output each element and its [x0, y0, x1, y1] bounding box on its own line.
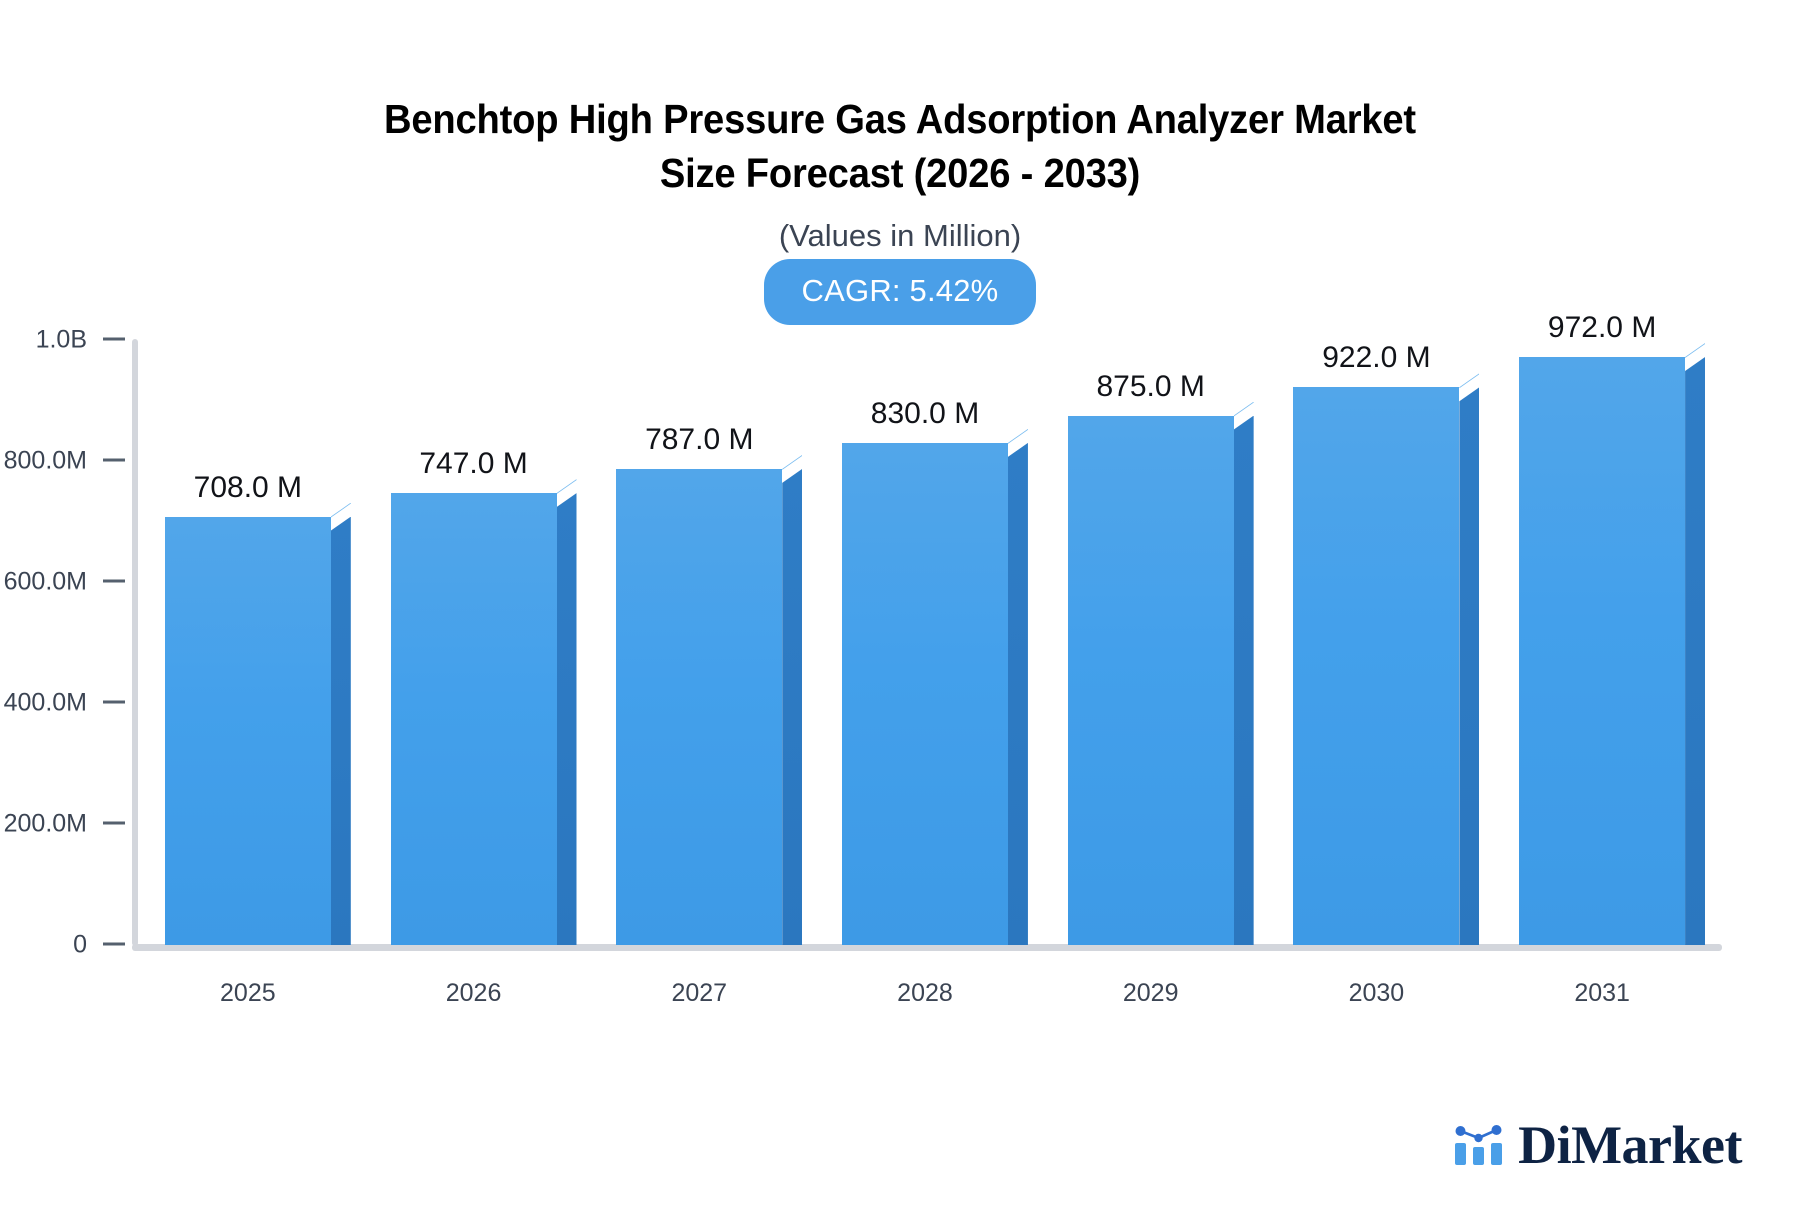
y-axis-tick-mark: [103, 579, 125, 583]
x-axis-tick-label: 2027: [671, 979, 728, 1007]
y-axis-tick: 200.0M: [4, 810, 125, 839]
bar-side-face: [1007, 442, 1028, 945]
bar-value-label: 830.0 M: [870, 396, 980, 430]
y-axis-tick-label: 400.0M: [3, 688, 87, 717]
x-axis-line: [132, 944, 1722, 951]
bar-side-face: [1459, 387, 1480, 945]
bar-top-face: [1685, 342, 1706, 358]
bar-side-face: [330, 516, 351, 945]
bar-value-label: 972.0 M: [1547, 310, 1657, 344]
bar-front-face: [164, 516, 331, 945]
x-axis-tick-label: 2031: [1574, 979, 1630, 1007]
bar-front-face: [842, 442, 1008, 945]
bar-front-face: [1293, 387, 1460, 945]
bar[interactable]: [390, 479, 577, 945]
bar[interactable]: [616, 454, 803, 945]
chart-title: Benchtop High Pressure Gas Adsorption An…: [384, 96, 1416, 196]
bar-value-label: 747.0 M: [419, 447, 528, 481]
logo-text: DiMarket: [1518, 1115, 1742, 1175]
bar-side-face: [782, 468, 803, 945]
bar-top-face: [1233, 401, 1254, 417]
bar[interactable]: [164, 502, 351, 945]
bar-group[interactable]: 708.0 M 2025: [164, 471, 351, 1007]
x-axis-tick-label: 2028: [897, 979, 953, 1007]
bar-side-face: [1233, 415, 1254, 945]
bar-group[interactable]: 972.0 M 2031: [1519, 311, 1706, 1007]
bar-group[interactable]: 922.0 M 2030: [1293, 341, 1480, 1007]
bar-top-face: [330, 502, 351, 518]
bar[interactable]: [1293, 373, 1480, 945]
y-axis-tick-mark: [103, 337, 125, 341]
bar-series: 708.0 M 2025 747.0 M 2026 787.0 M 2027 830.0 M…: [135, 311, 1715, 1007]
y-axis-line: [132, 339, 138, 946]
bar-top-face: [1007, 428, 1028, 444]
y-axis-tick-label: 200.0M: [3, 809, 87, 838]
bar-top-face: [556, 479, 577, 495]
y-axis-tick-mark: [103, 700, 125, 704]
bar[interactable]: [1519, 342, 1706, 945]
y-axis-tick: 0: [73, 931, 125, 960]
bar-group[interactable]: 875.0 M 2029: [1067, 370, 1254, 1007]
bar-front-face: [390, 493, 557, 945]
bar-top-face: [782, 454, 803, 470]
title-block: Benchtop High Pressure Gas Adsorption An…: [0, 92, 1800, 256]
cagr-badge: CAGR: 5.42%: [763, 259, 1037, 325]
plot-area: 0 200.0M 400.0M 600.0M 800.0M 1.0B 708.0 M 202…: [4, 311, 1722, 1007]
chart-subtitle: (Values in Million): [778, 218, 1022, 253]
x-axis-tick-label: 2025: [220, 979, 276, 1007]
bar[interactable]: [842, 428, 1028, 945]
bar-front-face: [1067, 415, 1234, 945]
y-axis-tick-mark: [103, 942, 125, 946]
bar-value-label: 708.0 M: [193, 470, 303, 504]
x-axis-tick-label: 2030: [1348, 979, 1405, 1007]
y-axis-tick-label: 600.0M: [3, 567, 87, 596]
y-axis-tick: 800.0M: [4, 447, 125, 476]
y-axis-tick-label: 0: [73, 930, 87, 959]
bar-side-face: [1685, 356, 1706, 945]
cagr-badge-wrap: CAGR: 5.42%: [0, 259, 1800, 325]
y-axis-tick-mark: [103, 458, 125, 462]
y-axis-tick-mark: [103, 821, 125, 825]
y-axis-tick: 600.0M: [4, 568, 125, 597]
bar-value-label: 922.0 M: [1322, 341, 1431, 375]
bar-front-face: [616, 468, 783, 945]
bar-front-face: [1519, 356, 1686, 945]
bar-group[interactable]: 747.0 M 2026: [390, 447, 577, 1007]
y-axis-tick-label: 800.0M: [3, 446, 87, 475]
bar-side-face: [556, 493, 577, 945]
bar-chart-logo-icon: [1455, 1125, 1503, 1165]
bar-value-label: 787.0 M: [645, 422, 754, 456]
dimarket-logo: DiMarket: [1453, 1118, 1742, 1172]
x-axis-tick-label: 2029: [1122, 979, 1179, 1007]
y-axis-tick-label: 1.0B: [35, 325, 87, 354]
bar-group[interactable]: 787.0 M 2027: [616, 423, 803, 1007]
bar-value-label: 875.0 M: [1096, 369, 1205, 403]
bar-top-face: [1459, 373, 1480, 389]
x-axis-tick-label: 2026: [445, 979, 502, 1007]
bar[interactable]: [1067, 401, 1254, 945]
bar-group[interactable]: 830.0 M 2028: [842, 397, 1028, 1007]
y-axis-tick: 1.0B: [36, 326, 125, 355]
y-axis-tick: 400.0M: [4, 689, 125, 718]
